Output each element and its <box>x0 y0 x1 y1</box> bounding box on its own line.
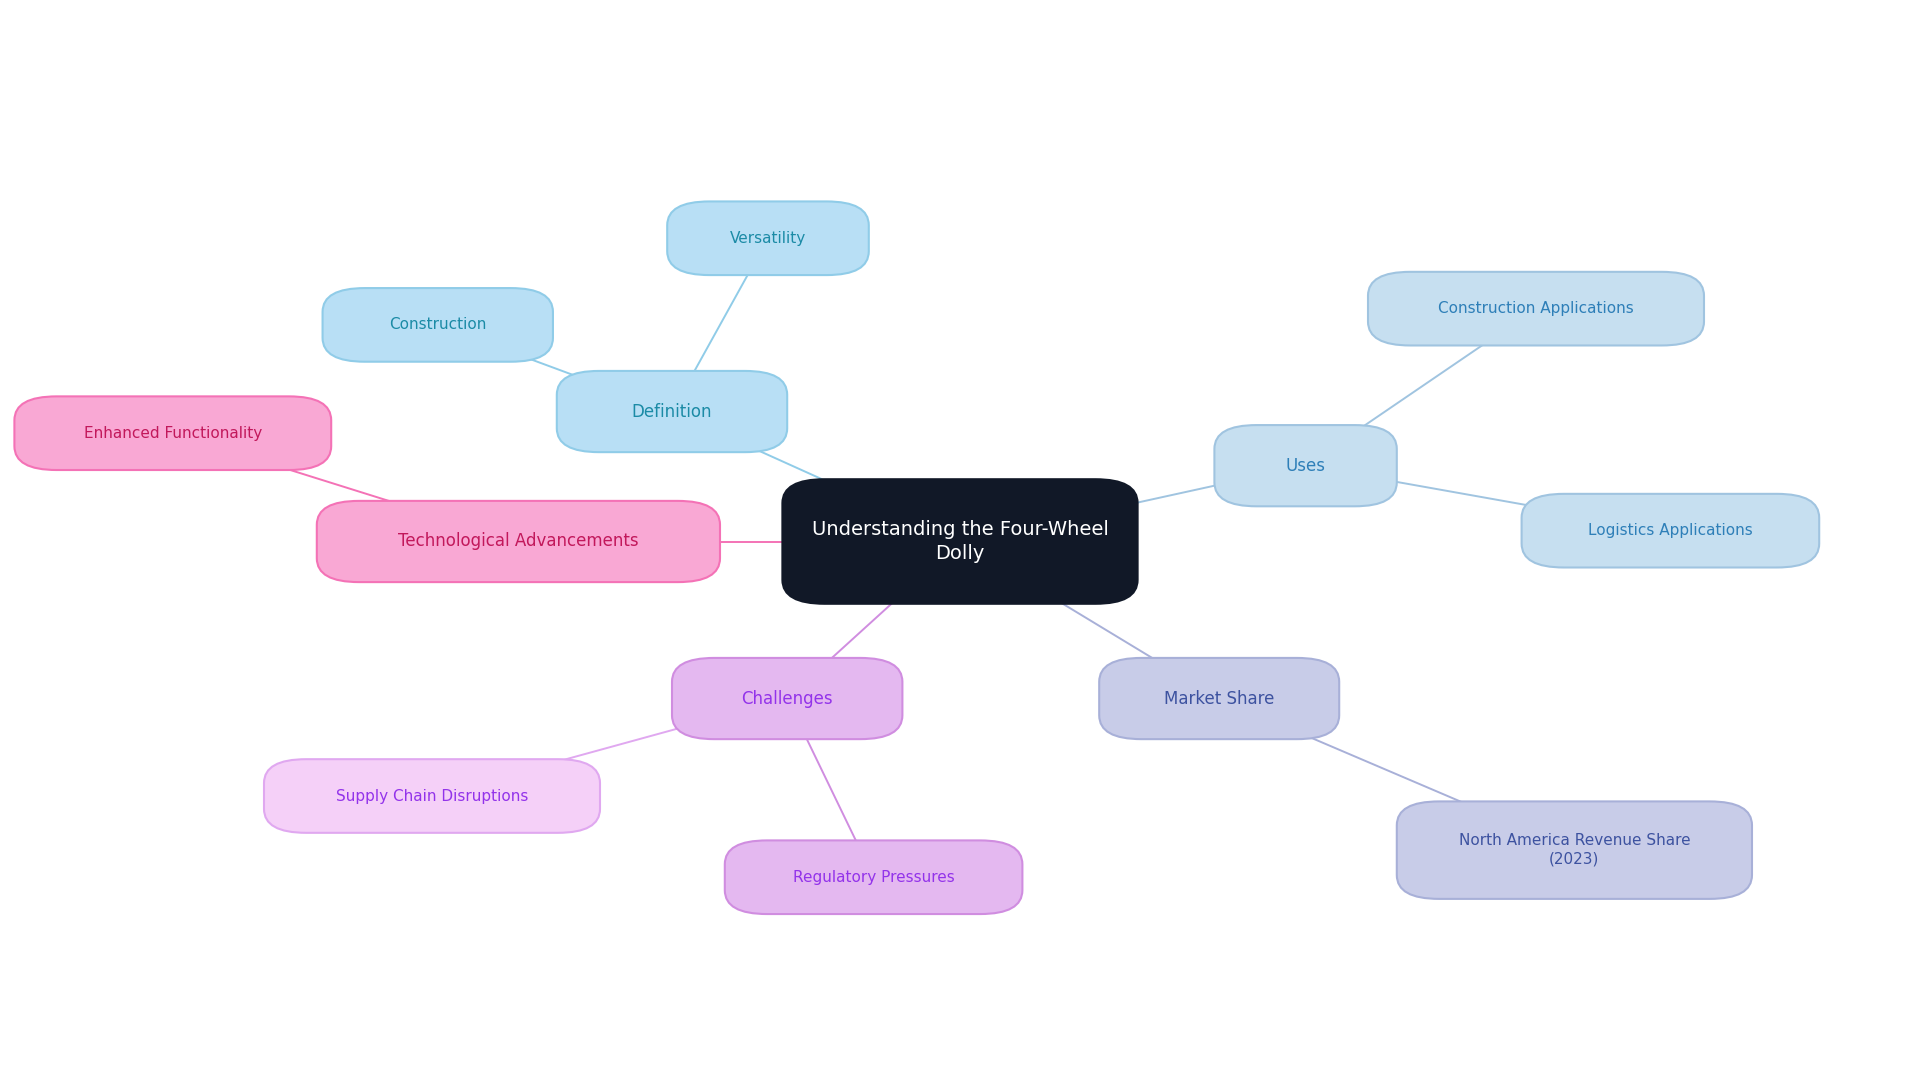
Text: Logistics Applications: Logistics Applications <box>1588 523 1753 538</box>
Text: Versatility: Versatility <box>730 231 806 246</box>
FancyBboxPatch shape <box>783 479 1137 604</box>
Text: Construction: Construction <box>390 317 486 332</box>
Text: Challenges: Challenges <box>741 690 833 707</box>
FancyBboxPatch shape <box>13 396 332 470</box>
FancyBboxPatch shape <box>724 840 1021 914</box>
Text: Supply Chain Disruptions: Supply Chain Disruptions <box>336 788 528 804</box>
FancyBboxPatch shape <box>317 500 720 583</box>
Text: Construction Applications: Construction Applications <box>1438 301 1634 316</box>
Text: Definition: Definition <box>632 403 712 420</box>
Text: Regulatory Pressures: Regulatory Pressures <box>793 870 954 885</box>
FancyBboxPatch shape <box>323 288 553 362</box>
FancyBboxPatch shape <box>1098 657 1340 739</box>
Text: Enhanced Functionality: Enhanced Functionality <box>84 426 261 441</box>
FancyBboxPatch shape <box>1367 272 1705 345</box>
FancyBboxPatch shape <box>1521 494 1820 567</box>
FancyBboxPatch shape <box>672 657 902 739</box>
Text: North America Revenue Share
(2023): North America Revenue Share (2023) <box>1459 833 1690 867</box>
Text: Understanding the Four-Wheel
Dolly: Understanding the Four-Wheel Dolly <box>812 520 1108 563</box>
FancyBboxPatch shape <box>557 370 787 453</box>
FancyBboxPatch shape <box>265 759 599 833</box>
Text: Uses: Uses <box>1286 457 1325 474</box>
FancyBboxPatch shape <box>1215 426 1398 507</box>
Text: Technological Advancements: Technological Advancements <box>397 533 639 550</box>
FancyBboxPatch shape <box>1396 801 1751 899</box>
FancyBboxPatch shape <box>668 201 868 275</box>
Text: Market Share: Market Share <box>1164 690 1275 707</box>
